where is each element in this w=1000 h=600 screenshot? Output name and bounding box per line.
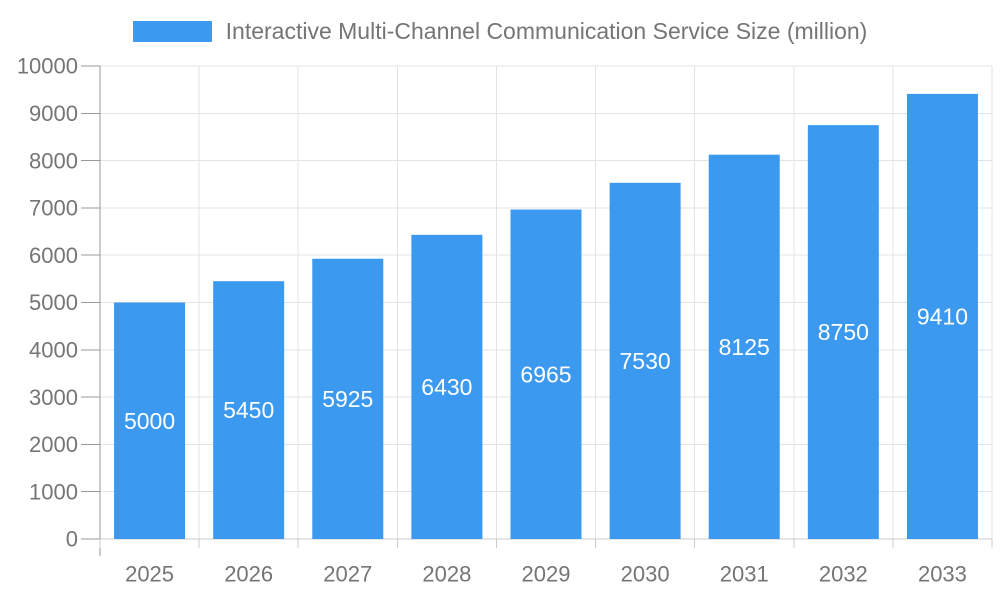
bar-value-label: 9410 xyxy=(917,304,968,330)
bar-value-label: 8750 xyxy=(818,319,869,345)
legend-swatch xyxy=(132,20,212,42)
bar-value-label: 6430 xyxy=(421,374,472,400)
bar-2033[interactable] xyxy=(906,93,978,540)
x-axis-tick-label: 2027 xyxy=(323,562,372,587)
legend: Interactive Multi-Channel Communication … xyxy=(0,18,1000,44)
x-axis-tick-label: 2029 xyxy=(522,562,571,587)
x-axis-tick-label: 2028 xyxy=(422,562,471,587)
y-axis-tick-label: 2000 xyxy=(29,432,78,457)
bar-2026[interactable] xyxy=(213,281,285,539)
bar-2030[interactable] xyxy=(609,182,681,539)
bar-value-label: 5450 xyxy=(223,397,274,423)
y-axis-tick-label: 8000 xyxy=(29,148,78,173)
bar-value-label: 5925 xyxy=(322,386,373,412)
bar-value-label: 5000 xyxy=(124,408,175,434)
bar-2031[interactable] xyxy=(708,154,780,539)
bar-2025[interactable] xyxy=(114,302,186,540)
bar-2027[interactable] xyxy=(312,258,384,539)
bar-value-label: 7530 xyxy=(620,348,671,374)
y-axis-tick-label: 10000 xyxy=(17,54,78,79)
x-axis-tick-label: 2025 xyxy=(125,562,174,587)
y-axis-tick-label: 5000 xyxy=(29,290,78,315)
y-axis-tick-label: 1000 xyxy=(29,479,78,504)
y-axis-tick-label: 6000 xyxy=(29,243,78,268)
y-axis-tick-label: 0 xyxy=(66,527,78,552)
y-axis-tick-label: 4000 xyxy=(29,338,78,363)
y-axis-tick-label: 9000 xyxy=(29,101,78,126)
x-axis-tick-label: 2031 xyxy=(720,562,769,587)
y-axis-tick-label: 7000 xyxy=(29,196,78,221)
x-axis-tick-label: 2026 xyxy=(224,562,273,587)
x-axis-tick-label: 2033 xyxy=(918,562,967,587)
x-axis-tick-label: 2030 xyxy=(621,562,670,587)
bar-value-label: 8125 xyxy=(719,334,770,360)
legend-item-series[interactable]: Interactive Multi-Channel Communication … xyxy=(132,18,868,44)
y-axis-tick-label: 3000 xyxy=(29,385,78,410)
bar-value-label: 6965 xyxy=(520,361,571,387)
bar-2032[interactable] xyxy=(807,125,879,539)
bar-2028[interactable] xyxy=(411,234,483,539)
legend-label: Interactive Multi-Channel Communication … xyxy=(225,18,868,44)
bar-2029[interactable] xyxy=(510,209,582,540)
x-axis-tick-label: 2032 xyxy=(819,562,868,587)
